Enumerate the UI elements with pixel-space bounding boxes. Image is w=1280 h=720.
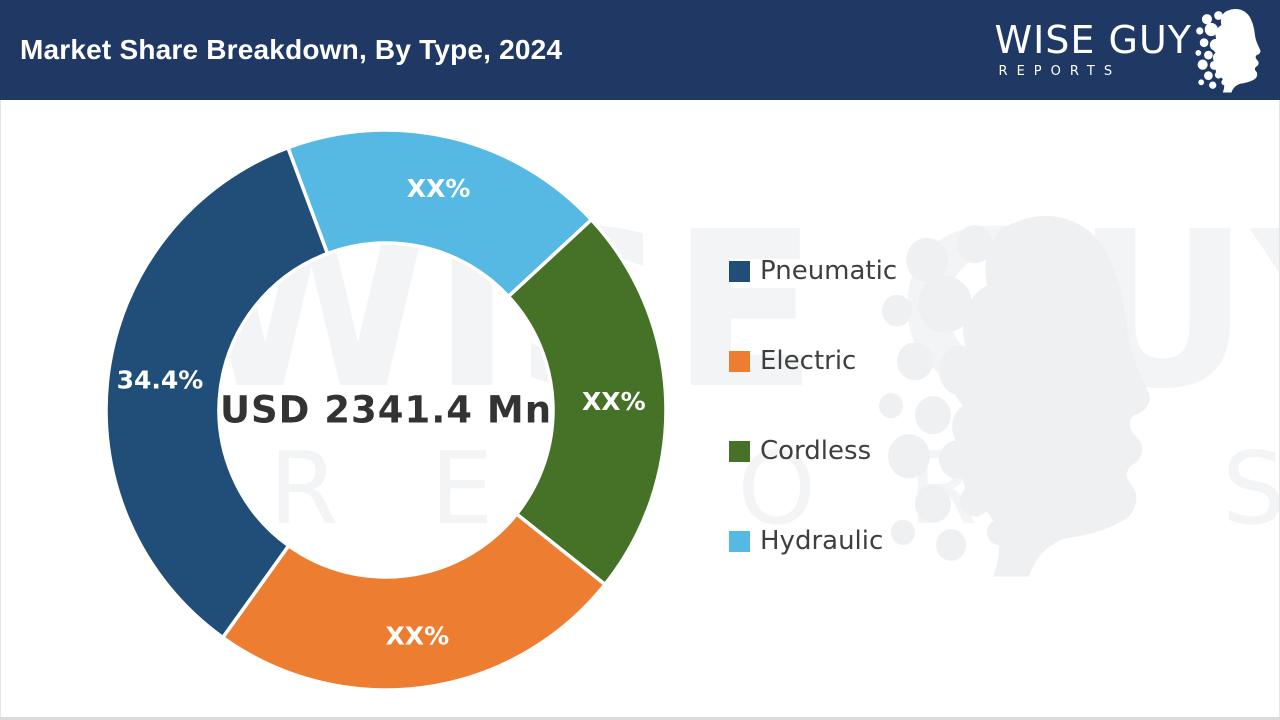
legend-item-pneumatic: Pneumatic [729,246,897,296]
chart-center-value: USD 2341.4 Mn [219,388,553,432]
legend-swatch-pneumatic [729,260,750,282]
slice-label-pneumatic: 34.4% [117,366,204,395]
slice-label-hydraulic: XX% [407,174,471,203]
donut-chart: XX% XX% XX% 34.4% [104,128,668,692]
legend-label-cordless: Cordless [760,436,872,466]
legend-swatch-electric [729,350,750,372]
legend-swatch-hydraulic [729,530,750,552]
slice-label-cordless: XX% [582,387,646,416]
brand-name: WISE GUY [994,18,1192,62]
brand-logo-text: WISE GUY REPORTS [995,21,1192,79]
bottom-divider [0,717,1280,720]
legend-item-hydraulic: Hydraulic [729,516,897,566]
page-title: Market Share Breakdown, By Type, 2024 [20,34,563,65]
header: Market Share Breakdown, By Type, 2024 WI… [0,0,1280,100]
brand-head-icon [1195,8,1261,93]
donut-segment-pneumatic [104,145,330,640]
legend-label-electric: Electric [760,346,857,376]
legend-swatch-cordless [729,440,750,462]
brand-subname: REPORTS [998,64,1122,79]
legend-label-hydraulic: Hydraulic [760,526,884,556]
donut-segment-hydraulic [285,128,594,299]
chart-legend: Pneumatic Electric Cordless Hydraulic [729,246,897,606]
legend-label-pneumatic: Pneumatic [760,256,898,286]
brand-logo: WISE GUY REPORTS [995,6,1266,94]
donut-segment-cordless [506,217,668,587]
donut-segment-electric [220,511,608,692]
legend-item-cordless: Cordless [729,426,897,476]
legend-item-electric: Electric [729,336,897,386]
watermark-head-icon [879,215,1150,577]
chart-area: WISE GUY R E P O R T S XX%XX%XX%34.4% US… [0,100,1280,720]
slice-label-electric: XX% [386,622,450,651]
